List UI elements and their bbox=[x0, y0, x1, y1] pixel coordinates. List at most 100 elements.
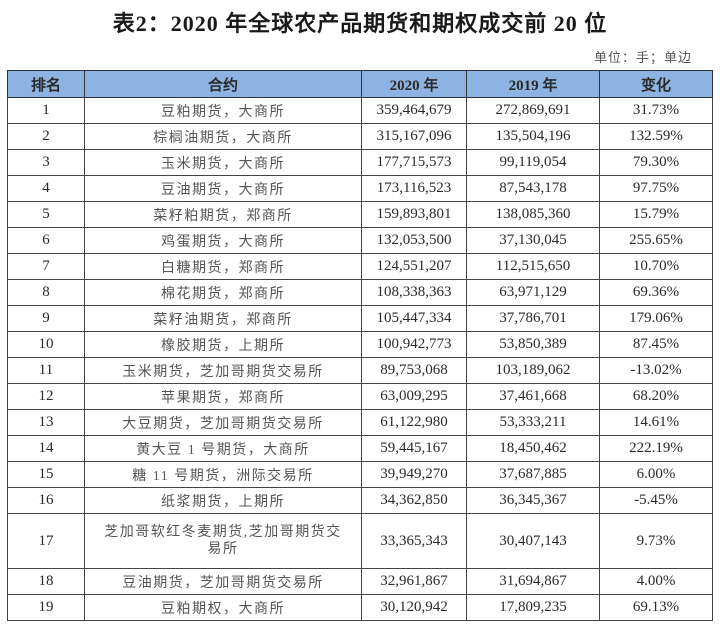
rank-cell: 17 bbox=[7, 513, 85, 569]
table-row: 2 棕榈油期货，大商所 315,167,096 135,504,196 132.59% bbox=[7, 123, 713, 150]
change-cell: -13.02% bbox=[599, 357, 713, 384]
rank-cell: 11 bbox=[7, 357, 85, 384]
change-cell: 4.00% bbox=[599, 568, 713, 595]
contract-cell: 豆油期货，芝加哥期货交易所 bbox=[84, 568, 362, 595]
table-row: 9 菜籽油期货，郑商所 105,447,334 37,786,701 179.06% bbox=[7, 305, 713, 332]
volume-2019-cell: 63,971,129 bbox=[466, 279, 600, 306]
header-rank: 排名 bbox=[7, 70, 85, 98]
contract-cell: 豆油期货，大商所 bbox=[84, 175, 362, 202]
volume-2019-cell: 30,407,143 bbox=[466, 513, 600, 569]
volume-2019-cell: 53,333,211 bbox=[466, 409, 600, 436]
contract-cell: 纸浆期货，上期所 bbox=[84, 487, 362, 514]
rank-cell: 1 bbox=[7, 97, 85, 124]
change-cell: 14.61% bbox=[599, 409, 713, 436]
change-cell: 222.19% bbox=[599, 435, 713, 462]
change-cell: 69.13% bbox=[599, 594, 713, 621]
volume-2020-cell: 173,116,523 bbox=[361, 175, 467, 202]
table-row: 12 苹果期货，郑商所 63,009,295 37,461,668 68.20% bbox=[7, 383, 713, 410]
change-cell: 69.36% bbox=[599, 279, 713, 306]
volume-2019-cell: 99,119,054 bbox=[466, 149, 600, 176]
change-cell: 79.30% bbox=[599, 149, 713, 176]
volume-2019-cell: 17,809,235 bbox=[466, 594, 600, 621]
contract-cell: 棕榈油期货，大商所 bbox=[84, 123, 362, 150]
volume-2019-cell: 135,504,196 bbox=[466, 123, 600, 150]
volume-2020-cell: 359,464,679 bbox=[361, 97, 467, 124]
rank-cell: 10 bbox=[7, 331, 85, 358]
table-row: 5 菜籽粕期货，郑商所 159,893,801 138,085,360 15.79% bbox=[7, 201, 713, 228]
table-row: 19 豆粕期权，大商所 30,120,942 17,809,235 69.13% bbox=[7, 594, 713, 621]
volume-2019-cell: 53,850,389 bbox=[466, 331, 600, 358]
volume-2020-cell: 89,753,068 bbox=[361, 357, 467, 384]
change-cell: 68.20% bbox=[599, 383, 713, 410]
contract-cell: 玉米期货，芝加哥期货交易所 bbox=[84, 357, 362, 384]
table-row: 18 豆油期货，芝加哥期货交易所 32,961,867 31,694,867 4.00% bbox=[7, 568, 713, 595]
volume-2019-cell: 112,515,650 bbox=[466, 253, 600, 280]
volume-2020-cell: 100,942,773 bbox=[361, 331, 467, 358]
volume-2019-cell: 37,461,668 bbox=[466, 383, 600, 410]
rank-cell: 18 bbox=[7, 568, 85, 595]
volume-2019-cell: 18,450,462 bbox=[466, 435, 600, 462]
rank-cell: 13 bbox=[7, 409, 85, 436]
rank-cell: 15 bbox=[7, 461, 85, 488]
contract-cell: 白糖期货，郑商所 bbox=[84, 253, 362, 280]
table-row: 4 豆油期货，大商所 173,116,523 87,543,178 97.75% bbox=[7, 175, 713, 202]
volume-2020-cell: 32,961,867 bbox=[361, 568, 467, 595]
volume-2020-cell: 108,338,363 bbox=[361, 279, 467, 306]
contract-cell: 大豆期货，芝加哥期货交易所 bbox=[84, 409, 362, 436]
rank-cell: 8 bbox=[7, 279, 85, 306]
table-row: 3 玉米期货，大商所 177,715,573 99,119,054 79.30% bbox=[7, 149, 713, 176]
table-row: 7 白糖期货，郑商所 124,551,207 112,515,650 10.70% bbox=[7, 253, 713, 280]
table-row: 1 豆粕期货，大商所 359,464,679 272,869,691 31.73% bbox=[7, 97, 713, 124]
rank-cell: 3 bbox=[7, 149, 85, 176]
change-cell: -5.45% bbox=[599, 487, 713, 514]
volume-2020-cell: 177,715,573 bbox=[361, 149, 467, 176]
table-row: 15 糖 11 号期货，洲际交易所 39,949,270 37,687,885 6.00… bbox=[7, 461, 713, 488]
contract-cell: 菜籽粕期货，郑商所 bbox=[84, 201, 362, 228]
contract-cell: 豆粕期货，大商所 bbox=[84, 97, 362, 124]
contract-cell: 黄大豆 1 号期货，大商所 bbox=[84, 435, 362, 462]
volume-2019-cell: 138,085,360 bbox=[466, 201, 600, 228]
rank-cell: 7 bbox=[7, 253, 85, 280]
table-row: 8 棉花期货，郑商所 108,338,363 63,971,129 69.36% bbox=[7, 279, 713, 306]
contract-cell: 鸡蛋期货，大商所 bbox=[84, 227, 362, 254]
volume-2019-cell: 37,687,885 bbox=[466, 461, 600, 488]
contract-cell: 橡胶期货，上期所 bbox=[84, 331, 362, 358]
table-row: 17 芝加哥软红冬麦期货,芝加哥期货交易所 33,365,343 30,407,143… bbox=[7, 513, 713, 569]
rank-cell: 16 bbox=[7, 487, 85, 514]
volume-2020-cell: 105,447,334 bbox=[361, 305, 467, 332]
volume-2019-cell: 87,543,178 bbox=[466, 175, 600, 202]
rank-cell: 4 bbox=[7, 175, 85, 202]
change-cell: 179.06% bbox=[599, 305, 713, 332]
rank-cell: 14 bbox=[7, 435, 85, 462]
change-cell: 15.79% bbox=[599, 201, 713, 228]
volume-2019-cell: 272,869,691 bbox=[466, 97, 600, 124]
futures-ranking-table: 排名 合约 2020 年 2019 年 变化 1 豆粕期货，大商所 359,464,… bbox=[7, 70, 713, 621]
change-cell: 132.59% bbox=[599, 123, 713, 150]
volume-2020-cell: 59,445,167 bbox=[361, 435, 467, 462]
contract-cell: 苹果期货，郑商所 bbox=[84, 383, 362, 410]
volume-2020-cell: 39,949,270 bbox=[361, 461, 467, 488]
volume-2020-cell: 124,551,207 bbox=[361, 253, 467, 280]
volume-2019-cell: 31,694,867 bbox=[466, 568, 600, 595]
header-2020: 2020 年 bbox=[361, 70, 467, 98]
contract-cell: 玉米期货，大商所 bbox=[84, 149, 362, 176]
header-contract: 合约 bbox=[84, 70, 362, 98]
contract-cell: 豆粕期权，大商所 bbox=[84, 594, 362, 621]
rank-cell: 5 bbox=[7, 201, 85, 228]
change-cell: 10.70% bbox=[599, 253, 713, 280]
volume-2019-cell: 103,189,062 bbox=[466, 357, 600, 384]
rank-cell: 6 bbox=[7, 227, 85, 254]
volume-2020-cell: 30,120,942 bbox=[361, 594, 467, 621]
contract-cell: 芝加哥软红冬麦期货,芝加哥期货交易所 bbox=[84, 513, 362, 569]
header-2019: 2019 年 bbox=[466, 70, 600, 98]
change-cell: 31.73% bbox=[599, 97, 713, 124]
header-change: 变化 bbox=[599, 70, 713, 98]
contract-cell: 棉花期货，郑商所 bbox=[84, 279, 362, 306]
volume-2019-cell: 37,130,045 bbox=[466, 227, 600, 254]
rank-cell: 12 bbox=[7, 383, 85, 410]
table-row: 6 鸡蛋期货，大商所 132,053,500 37,130,045 255.65% bbox=[7, 227, 713, 254]
volume-2020-cell: 63,009,295 bbox=[361, 383, 467, 410]
volume-2020-cell: 34,362,850 bbox=[361, 487, 467, 514]
volume-2020-cell: 132,053,500 bbox=[361, 227, 467, 254]
contract-cell: 糖 11 号期货，洲际交易所 bbox=[84, 461, 362, 488]
